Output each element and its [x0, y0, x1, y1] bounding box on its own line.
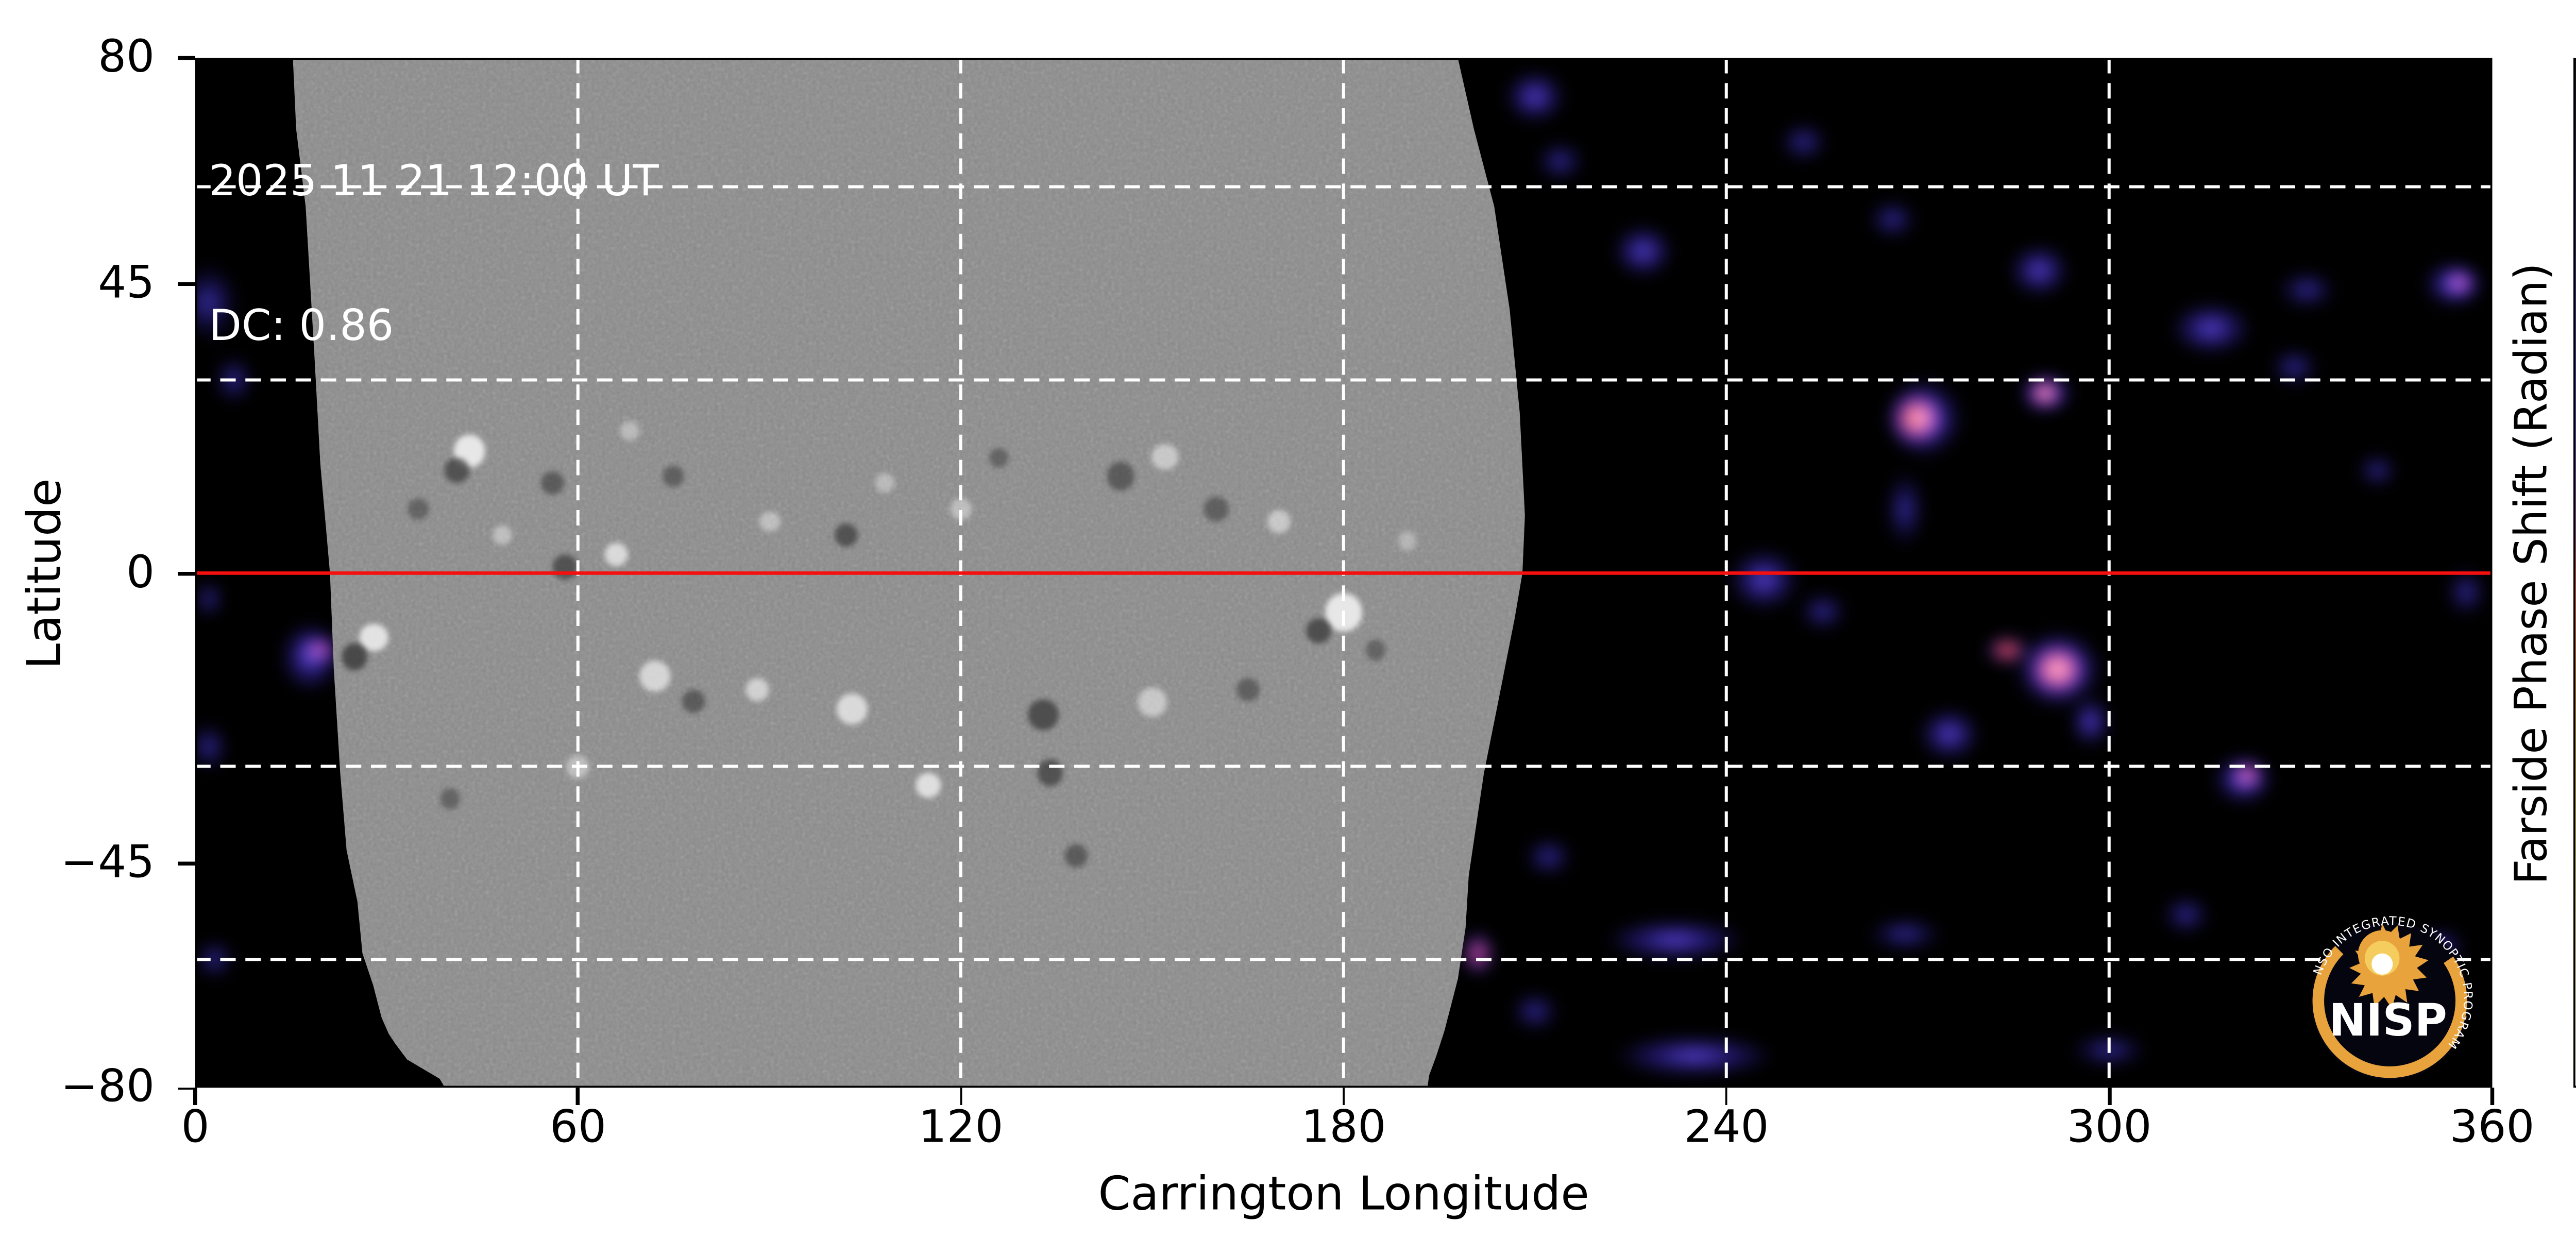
y-tick-mark [178, 282, 195, 285]
x-tick-label: 300 [2066, 1103, 2152, 1154]
magnetogram-dark-spot [541, 471, 564, 495]
magnetogram-dark-spot [1203, 496, 1229, 522]
magnetogram-white-spot [1152, 444, 1178, 470]
y-axis-title: Latitude [17, 478, 72, 669]
farside-blob [1458, 927, 1497, 979]
annotation-duty-cycle: DC: 0.86 [209, 303, 394, 352]
farside-blob [2160, 296, 2263, 361]
y-tick-label: −80 [60, 1063, 155, 1114]
x-tick-mark [194, 1088, 197, 1106]
farside-blob [2262, 341, 2326, 394]
y-tick-label: 0 [126, 548, 155, 599]
logo-nisp-text: NISP [2329, 995, 2448, 1046]
magnetogram-dark-spot [989, 448, 1009, 467]
farside-blob [2351, 448, 2403, 493]
farside-blob [1860, 193, 1924, 245]
farside-blob [1790, 586, 1854, 638]
x-tick-label: 0 [181, 1103, 210, 1154]
x-tick-mark [2490, 1088, 2494, 1106]
magnetogram-white-spot [745, 677, 769, 701]
y-tick-mark [178, 1087, 195, 1090]
x-tick-label: 360 [2449, 1103, 2535, 1154]
magnetogram-dark-spot [1028, 699, 1060, 731]
farside-blob [1497, 64, 1573, 129]
magnetogram-dark-spot [1037, 760, 1063, 786]
magnetogram-dark-spot [342, 644, 368, 670]
farside-blob [2268, 264, 2346, 316]
farside-blob [1529, 135, 1593, 187]
magnetogram-dark-spot [834, 523, 858, 547]
magnetogram-white-spot [759, 511, 780, 533]
x-tick-mark [1725, 1088, 1728, 1106]
magnetogram-white-spot [1138, 688, 1166, 717]
farside-blob [1592, 1030, 1797, 1082]
farside-blob [1771, 116, 1835, 168]
farside-blob [1879, 457, 1931, 561]
magnetogram-dark-spot [1236, 677, 1260, 701]
y-tick-label: −45 [60, 838, 155, 889]
magnetogram-dark-spot [1064, 845, 1088, 869]
colorbar-farside-bar [2573, 58, 2576, 1089]
map-plot-area: 2025 11 21 12:00 UT DC: 0.86 NISP NSO IN… [195, 58, 2493, 1089]
magnetogram-white-spot [1398, 531, 1417, 551]
magnetogram-features-layer [293, 58, 1524, 1089]
farside-blob-layer [195, 58, 2493, 1089]
x-tick-label: 180 [1301, 1103, 1386, 1154]
magnetogram-white-spot [874, 473, 894, 493]
magnetogram-dark-spot [1106, 462, 1134, 491]
x-tick-label: 240 [1684, 1103, 1769, 1154]
logo-sun-icon [2349, 923, 2429, 1009]
farside-blob [2064, 689, 2116, 754]
x-tick-mark [959, 1088, 962, 1106]
x-tick-mark [1342, 1088, 1345, 1106]
magnetogram-dark-spot [444, 457, 470, 483]
y-axis-ticks: 80 45 0 −45 −80 [0, 0, 195, 1236]
farside-blob [1503, 985, 1567, 1037]
farside-blob [2001, 238, 2077, 303]
farside-blob [2025, 377, 2066, 410]
nisp-logo: NISP NSO INTEGRATED SYNOPTIC PROGRAM [2311, 914, 2475, 1080]
y-tick-label: 80 [98, 33, 155, 83]
farside-blob [1516, 830, 1580, 883]
x-tick-mark [577, 1088, 580, 1106]
x-axis-title: Carrington Longitude [1098, 1167, 1589, 1221]
farside-blob [1586, 914, 1765, 966]
y-tick-mark [178, 861, 195, 865]
gridlines-overlay [195, 58, 2493, 1089]
colorbar-farside-title: Farside Phase Shift (Radian) [2507, 262, 2558, 885]
magnetogram-dark-spot [681, 690, 705, 714]
farside-blob [1886, 386, 1950, 451]
magnetogram-dark-spot [1305, 618, 1331, 645]
farside-blob [1981, 634, 2033, 667]
magnetogram-white-spot [1268, 510, 1292, 534]
y-tick-label: 45 [98, 258, 155, 309]
logo-golden-ring [2312, 946, 2467, 1078]
magnetogram-white-spot [360, 623, 388, 652]
y-tick-mark [178, 57, 195, 60]
farside-blob [1911, 702, 1988, 767]
magnetogram-white-spot [837, 693, 868, 724]
farside-blob [2441, 560, 2493, 625]
magnetogram-dark-spot [552, 554, 578, 580]
magnetogram-dark-spot [440, 788, 461, 809]
x-tick-label: 60 [550, 1103, 606, 1154]
farside-blob [2441, 267, 2480, 300]
magnetogram-white-spot [605, 542, 628, 566]
annotation-datetime: 2025 11 21 12:00 UT [209, 158, 659, 207]
magnetogram-dark-spot [1365, 640, 1386, 661]
farside-blob [2154, 889, 2218, 941]
magnetogram-white-spot [639, 660, 670, 692]
magnetogram-dark-spot [664, 466, 684, 487]
farside-blob [1605, 219, 1682, 284]
y-tick-mark [178, 572, 195, 575]
x-tick-label: 120 [918, 1103, 1004, 1154]
x-tick-mark [2108, 1088, 2111, 1106]
magnetogram-white-spot [492, 525, 512, 545]
magnetogram-dark-spot [408, 498, 429, 519]
timestamp-annotation: 2025 11 21 12:00 UT DC: 0.86 [209, 62, 658, 448]
farside-blob [1854, 911, 1956, 957]
farside-blob [195, 573, 227, 625]
